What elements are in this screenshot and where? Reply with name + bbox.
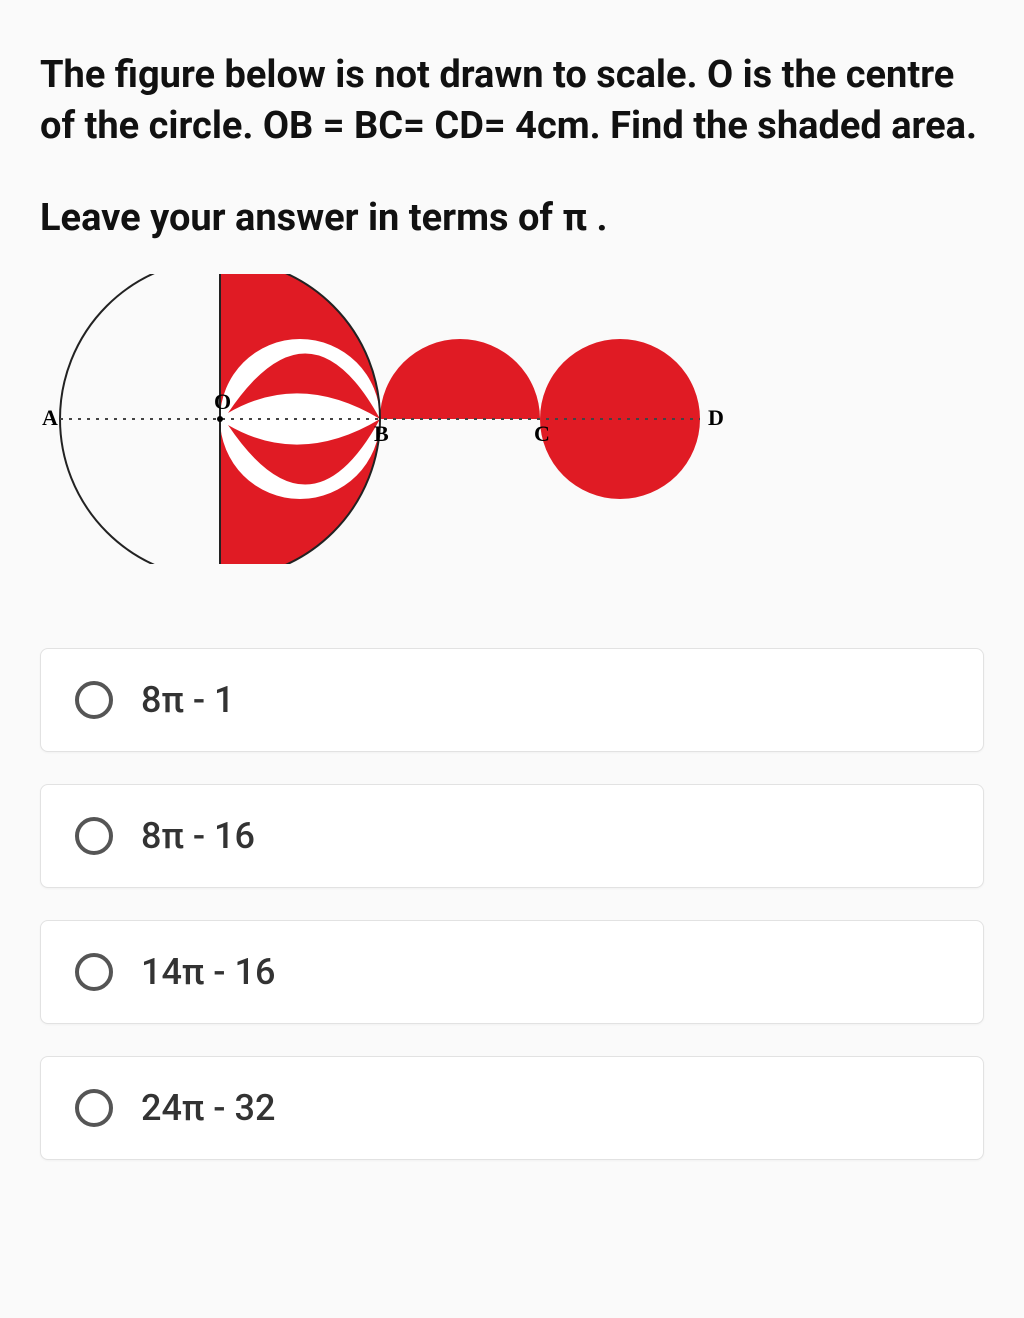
option-c[interactable]: 14π - 16 [40, 920, 984, 1024]
option-label: 24π - 32 [141, 1087, 275, 1129]
question-card: The figure below is not drawn to scale. … [0, 0, 1024, 1200]
svg-text:A: A [42, 405, 58, 430]
option-label: 8π - 16 [141, 815, 255, 857]
question-subprompt: Leave your answer in terms of π . [40, 193, 984, 244]
figure-container: A O B C D [40, 274, 984, 568]
option-label: 8π - 1 [141, 679, 234, 721]
question-prompt: The figure below is not drawn to scale. … [40, 50, 984, 153]
option-d[interactable]: 24π - 32 [40, 1056, 984, 1160]
option-label: 14π - 16 [141, 951, 275, 993]
radio-icon [75, 1089, 113, 1127]
svg-text:O: O [214, 389, 231, 414]
option-a[interactable]: 8π - 1 [40, 648, 984, 752]
radio-icon [75, 953, 113, 991]
option-b[interactable]: 8π - 16 [40, 784, 984, 888]
answer-options: 8π - 1 8π - 16 14π - 16 24π - 32 [40, 648, 984, 1160]
radio-icon [75, 681, 113, 719]
radio-icon [75, 817, 113, 855]
svg-text:D: D [708, 405, 724, 430]
svg-text:B: B [374, 421, 389, 446]
geometry-figure: A O B C D [40, 274, 740, 564]
svg-text:C: C [534, 421, 550, 446]
